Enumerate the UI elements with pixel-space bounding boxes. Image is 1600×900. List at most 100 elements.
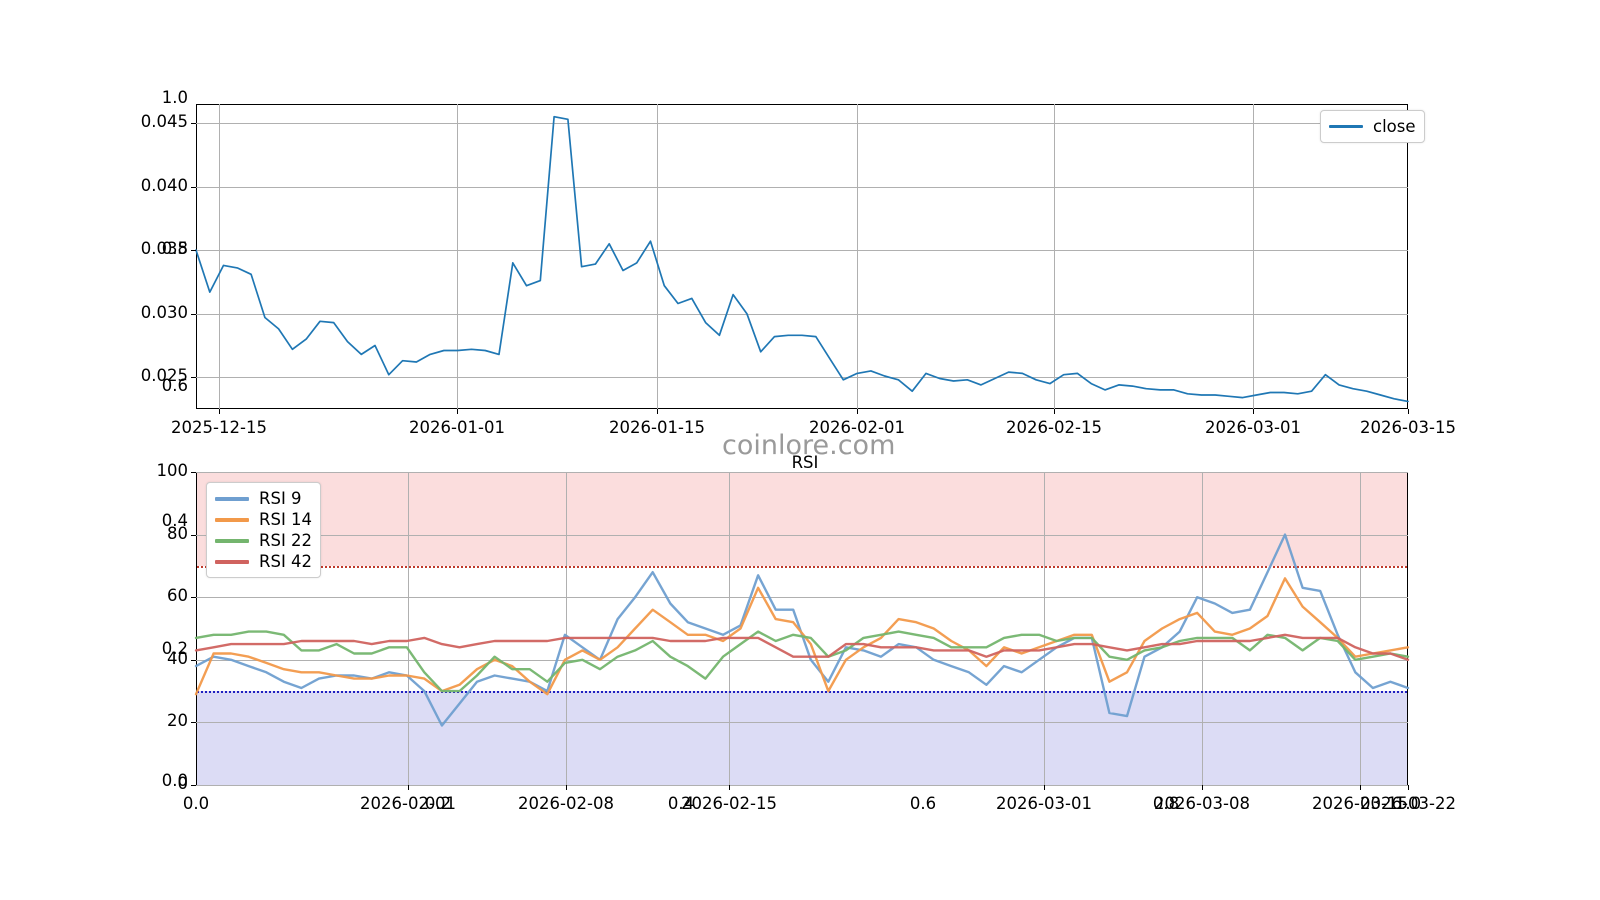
gridline-vertical bbox=[566, 472, 567, 785]
rsi-threshold-line-30 bbox=[197, 691, 1407, 693]
legend-item-rsi-42[interactable]: RSI 42 bbox=[215, 551, 312, 572]
rsi-x-tick-label-secondary: 0.8 bbox=[1152, 794, 1180, 813]
legend-item-label: RSI 9 bbox=[259, 489, 302, 508]
rsi-y-tick-label: 40 bbox=[167, 648, 188, 668]
x-tickmark bbox=[1202, 785, 1203, 790]
rsi-x-tick-label: 2026-03-15 bbox=[1312, 794, 1408, 813]
legend-item-rsi-14[interactable]: RSI 14 bbox=[215, 509, 312, 530]
y-tickmark bbox=[191, 535, 196, 536]
price-y-tick-label-secondary: 0.8 bbox=[161, 239, 188, 259]
price-x-tick-label: 2025-12-15 bbox=[171, 418, 267, 437]
price-x-tick-label: 2026-03-15 bbox=[1360, 418, 1456, 437]
legend-item-label: RSI 14 bbox=[259, 510, 313, 529]
legend-line-swatch bbox=[215, 517, 249, 522]
gridline-horizontal bbox=[196, 535, 1408, 536]
price-x-tick-label: 2026-02-01 bbox=[809, 418, 905, 437]
legend-line-swatch bbox=[215, 559, 249, 564]
rsi-panel-title: RSI bbox=[791, 453, 819, 472]
price-y-tick-label: 0.040 bbox=[140, 175, 188, 195]
rsi-x-tick-label: 2026-03-01 bbox=[996, 794, 1092, 813]
rsi-x-tick-label-secondary: 0.6 bbox=[909, 794, 937, 813]
gridline-vertical bbox=[1054, 104, 1055, 409]
x-tickmark bbox=[657, 409, 658, 414]
gridline-vertical bbox=[1253, 104, 1254, 409]
y-tickmark bbox=[191, 660, 196, 661]
price-x-tick-label: 2026-03-01 bbox=[1205, 418, 1301, 437]
price-y-tick-label: 0.035 bbox=[140, 239, 188, 259]
x-tickmark bbox=[1360, 785, 1361, 790]
gridline-horizontal bbox=[196, 123, 1408, 124]
rsi-threshold-line-70 bbox=[197, 566, 1407, 568]
legend-item-rsi-9[interactable]: RSI 9 bbox=[215, 488, 312, 509]
gridline-vertical bbox=[1360, 472, 1361, 785]
x-tickmark bbox=[408, 785, 409, 790]
rsi-y-tick-label-secondary: 0.4 bbox=[161, 511, 188, 531]
rsi-y-tick-label-secondary: 0.2 bbox=[161, 639, 188, 659]
x-tickmark bbox=[1253, 409, 1254, 414]
gridline-vertical bbox=[657, 104, 658, 409]
y-tickmark bbox=[191, 123, 196, 124]
x-tickmark bbox=[729, 785, 730, 790]
rsi-y-tick-label: 100 bbox=[156, 461, 189, 480]
rsi-x-tick-label-secondary: 0.4 bbox=[667, 794, 695, 813]
gridline-horizontal bbox=[196, 472, 1408, 473]
gridline-vertical bbox=[857, 104, 858, 409]
rsi-y-tick-label: 0 bbox=[177, 774, 189, 793]
x-tickmark bbox=[1408, 409, 1409, 414]
price-x-tick-label: 2026-01-15 bbox=[609, 418, 705, 437]
y-tickmark bbox=[191, 597, 196, 598]
price-y-tick-label-secondary: 0.6 bbox=[161, 376, 188, 396]
legend-item-label: close bbox=[1373, 117, 1416, 136]
price-y-tick-label: 0.025 bbox=[140, 366, 188, 386]
legend-item-close[interactable]: close bbox=[1329, 116, 1416, 137]
gridline-vertical bbox=[1044, 472, 1045, 785]
gridline-vertical bbox=[457, 104, 458, 409]
y-tickmark bbox=[191, 722, 196, 723]
gridline-horizontal bbox=[196, 377, 1408, 378]
legend-item-label: RSI 42 bbox=[259, 552, 313, 571]
x-tickmark bbox=[1044, 785, 1045, 790]
gridline-horizontal bbox=[196, 187, 1408, 188]
gridline-horizontal bbox=[196, 660, 1408, 661]
gridline-horizontal bbox=[196, 250, 1408, 251]
gridline-vertical bbox=[729, 472, 730, 785]
y-tickmark bbox=[191, 250, 196, 251]
y-tickmark bbox=[191, 785, 196, 786]
y-tickmark bbox=[191, 187, 196, 188]
rsi-x-tick-label-secondary: 0.2 bbox=[424, 794, 452, 813]
x-tickmark bbox=[219, 409, 220, 414]
rsi-x-tick-label-secondary: 0.0 bbox=[182, 794, 210, 813]
rsi-zone-band bbox=[197, 472, 1407, 566]
price-chart-legend[interactable]: close bbox=[1320, 110, 1425, 143]
price-x-tick-label: 2026-01-01 bbox=[409, 418, 505, 437]
rsi-y-tick-label: 20 bbox=[167, 711, 188, 731]
rsi-y-tick-label-secondary: 0.0 bbox=[161, 770, 188, 790]
gridline-vertical bbox=[408, 472, 409, 785]
rsi-chart-legend[interactable]: RSI 9 RSI 14 RSI 22 RSI 42 bbox=[206, 482, 322, 578]
x-tickmark bbox=[857, 409, 858, 414]
rsi-x-tick-label: 2026-03-08 bbox=[1154, 794, 1250, 813]
gridline-vertical bbox=[219, 104, 220, 409]
legend-item-label: RSI 22 bbox=[259, 531, 313, 550]
price-y-tick-label: 0.030 bbox=[140, 302, 188, 322]
gridline-vertical bbox=[1202, 472, 1203, 785]
watermark: coinlore.com bbox=[722, 430, 896, 461]
x-tickmark bbox=[457, 409, 458, 414]
rsi-x-tick-label: 2026-02-08 bbox=[518, 794, 614, 813]
price-x-tick-label: 2026-02-15 bbox=[1006, 418, 1102, 437]
legend-item-rsi-22[interactable]: RSI 22 bbox=[215, 530, 312, 551]
x-tickmark bbox=[1408, 785, 1409, 790]
gridline-horizontal bbox=[196, 785, 1408, 786]
gridline-horizontal bbox=[196, 722, 1408, 723]
y-tickmark bbox=[191, 472, 196, 473]
rsi-y-tick-label: 80 bbox=[167, 523, 188, 543]
rsi-x-tick-label: 2026-03-22 bbox=[1360, 794, 1456, 813]
x-tickmark bbox=[1054, 409, 1055, 414]
rsi-x-tick-label: 2026-02-01 bbox=[360, 794, 456, 813]
price-chart-panel bbox=[196, 104, 1408, 409]
x-tickmark bbox=[566, 785, 567, 790]
gridline-horizontal bbox=[196, 314, 1408, 315]
legend-line-swatch bbox=[1329, 124, 1363, 129]
